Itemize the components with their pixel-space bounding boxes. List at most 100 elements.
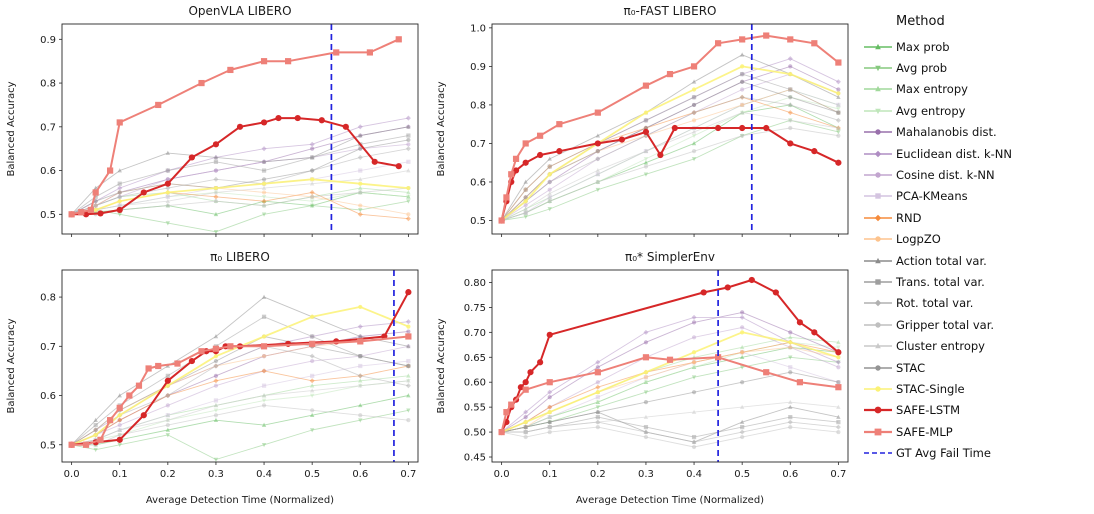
plot-title: π₀* SimplerEnv — [625, 250, 715, 264]
x-tick-label: 0.0 — [64, 469, 80, 480]
legend-item-safe-lstm: SAFE-LSTM — [862, 400, 1090, 421]
legend-label: PCA-KMeans — [896, 189, 968, 204]
max-entropy-line-swatch — [864, 86, 892, 92]
x-tick-label: 0.7 — [400, 469, 416, 480]
legend-label: SAFE-MLP — [896, 424, 953, 439]
axes-frame — [61, 23, 419, 235]
y-tick-label: 0.7 — [40, 122, 56, 133]
x-tick-label: 0.7 — [830, 469, 846, 480]
x-tick-label: 0.4 — [256, 469, 272, 480]
legend-item-action-total-var: Action total var. — [862, 250, 1090, 271]
euclidean-dist-k-nn-line-swatch — [864, 150, 892, 157]
legend: Method Max prob Avg prob Max entropy Avg en… — [860, 0, 1090, 513]
legend-item-cluster-entropy: Cluster entropy — [862, 335, 1090, 356]
y-tick-label: 0.9 — [470, 62, 486, 73]
y-tick-label: 0.75 — [464, 303, 486, 314]
stac-single-line-swatch — [864, 386, 892, 392]
y-tick-label: 0.60 — [464, 378, 486, 389]
axis-ticks — [489, 27, 839, 237]
charts-grid: OpenVLA LIBERO Balanced Accuracy 0.5 0.6 0.7… — [0, 0, 860, 510]
axes-frame — [491, 269, 849, 463]
y-tick-label: 0.55 — [464, 403, 486, 414]
series-group — [498, 276, 842, 450]
y-tick-label: 0.45 — [464, 453, 486, 464]
legend-label: RND — [896, 210, 922, 225]
series-safe-lstm — [68, 114, 402, 218]
legend-label: Trans. total var. — [896, 274, 985, 289]
legend-label: Max entropy — [896, 82, 968, 97]
cluster-entropy-line-swatch — [864, 343, 892, 349]
legend-item-pca-kmeans: PCA-KMeans — [862, 186, 1090, 207]
legend-label: GT Avg Fail Time — [896, 446, 991, 461]
series-mahalanobis-dist — [499, 310, 841, 435]
legend-label: STAC-Single — [896, 381, 965, 396]
subplot-pi0-fast-libero: π₀-FAST LIBERO Balanced Accuracy 0.5 0.6 0.7… — [430, 0, 860, 246]
legend-label: Gripper total var. — [896, 317, 995, 332]
legend-label: Mahalanobis dist. — [896, 125, 997, 140]
legend-item-stac: STAC — [862, 357, 1090, 378]
x-tick-label: 0.5 — [304, 469, 320, 480]
legend-label: Action total var. — [896, 253, 987, 268]
avg-prob-line-swatch — [864, 65, 892, 72]
x-tick-label: 0.0 — [494, 469, 510, 480]
pca-kmeans-line-swatch — [864, 193, 892, 200]
x-tick-label: 0.6 — [782, 469, 798, 480]
axis-ticks — [489, 282, 839, 465]
axis-ticks — [59, 296, 409, 465]
legend-item-gripper-total-var: Gripper total var. — [862, 314, 1090, 335]
series-safe-lstm — [498, 124, 842, 224]
x-tick-label: 0.2 — [160, 469, 176, 480]
plot-title: π₀-FAST LIBERO — [624, 4, 717, 18]
y-tick-label: 0.7 — [40, 342, 56, 353]
avg-entropy-line-swatch — [864, 108, 892, 114]
legend-label: LogpZO — [896, 232, 941, 247]
axes-frame — [61, 269, 419, 463]
legend-item-trans-total-var: Trans. total var. — [862, 271, 1090, 292]
x-tick-label: 0.4 — [686, 469, 702, 480]
y-tick-label: 0.50 — [464, 428, 486, 439]
x-tick-label: 0.6 — [352, 469, 368, 480]
legend-item-rot-total-var: Rot. total var. — [862, 293, 1090, 314]
logpzo-line-swatch — [864, 236, 892, 242]
legend-item-logpzo: LogpZO — [862, 229, 1090, 250]
subplot-openvla-libero: OpenVLA LIBERO Balanced Accuracy 0.5 0.6 0.7… — [0, 0, 430, 246]
series-group — [498, 32, 842, 224]
y-axis-label: Balanced Accuracy — [6, 81, 17, 176]
plot-title: π₀ LIBERO — [210, 250, 270, 264]
cosine-dist-k-nn-line-swatch — [864, 172, 892, 178]
legend-item-cosine-dist-k-nn: Cosine dist. k-NN — [862, 164, 1090, 185]
series-safe-mlp — [68, 333, 412, 448]
subplot-pi0-libero: π₀ LIBERO Balanced Accuracy Average Detect… — [0, 246, 430, 510]
y-tick-label: 0.8 — [40, 293, 56, 304]
legend-label: SAFE-LSTM — [896, 403, 961, 418]
legend-items: Max prob Avg prob Max entropy Avg entropy Ma… — [862, 36, 1090, 464]
plot-canvas-0: OpenVLA LIBERO Balanced Accuracy 0.5 0.6 0.7… — [6, 4, 419, 237]
series-group — [68, 289, 412, 462]
series-safe-mlp — [498, 32, 842, 224]
legend-item-euclidean-dist-k-nn: Euclidean dist. k-NN — [862, 143, 1090, 164]
x-tick-label: 0.1 — [542, 469, 558, 480]
axes-frame — [491, 23, 849, 235]
trans-total-var-line-swatch — [864, 279, 892, 285]
action-total-var-line-swatch — [864, 257, 892, 263]
rnd-line-swatch — [864, 214, 892, 222]
y-tick-label: 0.5 — [470, 216, 486, 227]
y-axis-label: Balanced Accuracy — [436, 81, 447, 176]
legend-label: Cluster entropy — [896, 339, 985, 354]
x-tick-label: 0.3 — [638, 469, 654, 480]
series-group — [68, 36, 411, 234]
y-tick-label: 0.65 — [464, 353, 486, 364]
y-tick-label: 0.5 — [40, 440, 56, 451]
y-tick-label: 0.6 — [470, 177, 486, 188]
y-axis-label: Balanced Accuracy — [436, 318, 447, 413]
legend-label: STAC — [896, 360, 926, 375]
x-axis-label: Average Detection Time (Normalized) — [146, 495, 334, 506]
gripper-total-var-line-swatch — [864, 322, 892, 328]
series-stac-single — [69, 304, 411, 447]
plot-canvas-1: π₀-FAST LIBERO Balanced Accuracy 0.5 0.6 0.7… — [436, 4, 849, 237]
mahalanobis-dist-line-swatch — [864, 129, 892, 135]
rot-total-var-line-swatch — [864, 300, 892, 307]
stac-line-swatch — [864, 364, 892, 371]
gt-line-swatch — [864, 452, 892, 454]
